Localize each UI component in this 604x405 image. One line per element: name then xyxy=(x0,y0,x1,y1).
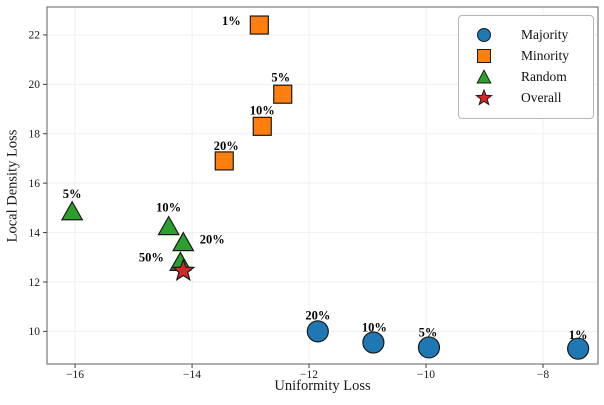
data-point-marker xyxy=(306,320,329,343)
data-point-label: 10% xyxy=(156,201,181,215)
data-point-marker xyxy=(567,337,590,360)
data-point-label: 50% xyxy=(139,250,164,264)
x-axis-label: Uniformity Loss xyxy=(274,378,371,394)
legend-item-random: Random xyxy=(459,66,593,87)
minority-square-icon xyxy=(477,48,491,63)
x-tick-label: −14 xyxy=(183,369,201,381)
data-point-label: 5% xyxy=(271,70,290,84)
data-point-marker xyxy=(273,84,293,104)
y-tick-label: 16 xyxy=(29,178,41,190)
legend-item-minority: Minority xyxy=(459,45,593,66)
data-point-marker xyxy=(249,15,269,35)
data-point-marker xyxy=(172,231,195,252)
axis-spine xyxy=(46,6,599,365)
x-tick-label: −12 xyxy=(300,369,318,381)
legend: Majority Minority Random Overall xyxy=(458,15,594,119)
data-point-label: 20% xyxy=(200,233,225,247)
data-point-label: 5% xyxy=(63,187,82,201)
y-tick-label: 22 xyxy=(29,30,41,42)
overall-star-icon xyxy=(475,88,493,106)
data-point-marker xyxy=(252,116,272,136)
y-tick-label: 20 xyxy=(29,79,41,91)
y-axis-label: Local Density Loss xyxy=(4,129,21,243)
x-tick-label: −16 xyxy=(66,369,84,381)
y-tick-label: 14 xyxy=(29,227,41,239)
y-tick-label: 12 xyxy=(29,277,41,289)
data-point-marker xyxy=(214,151,234,171)
y-tick-label: 10 xyxy=(29,326,41,338)
legend-label-random: Random xyxy=(521,68,567,84)
data-point-label: 10% xyxy=(250,104,275,118)
data-point-marker xyxy=(60,200,84,221)
data-point-label: 10% xyxy=(362,321,387,335)
data-point-label: 1% xyxy=(222,14,241,28)
data-point-marker xyxy=(362,331,385,354)
data-point-label: 1% xyxy=(569,328,588,342)
data-point-label: 20% xyxy=(214,139,239,153)
legend-label-overall: Overall xyxy=(521,89,562,105)
data-point-label: 5% xyxy=(419,326,438,340)
x-tick-label: −8 xyxy=(537,369,549,381)
legend-label-minority: Minority xyxy=(521,47,570,63)
legend-item-overall: Overall xyxy=(459,87,593,108)
legend-item-majority: Majority xyxy=(459,24,593,45)
data-point-marker xyxy=(417,336,441,359)
random-triangle-icon xyxy=(476,68,492,83)
data-point-marker xyxy=(157,215,180,236)
data-point-marker xyxy=(171,258,196,282)
majority-circle-icon xyxy=(477,27,491,42)
data-point-label: 20% xyxy=(305,309,330,323)
x-tick-label: −10 xyxy=(417,369,435,381)
y-tick-label: 18 xyxy=(29,129,41,141)
legend-label-majority: Majority xyxy=(521,26,569,42)
